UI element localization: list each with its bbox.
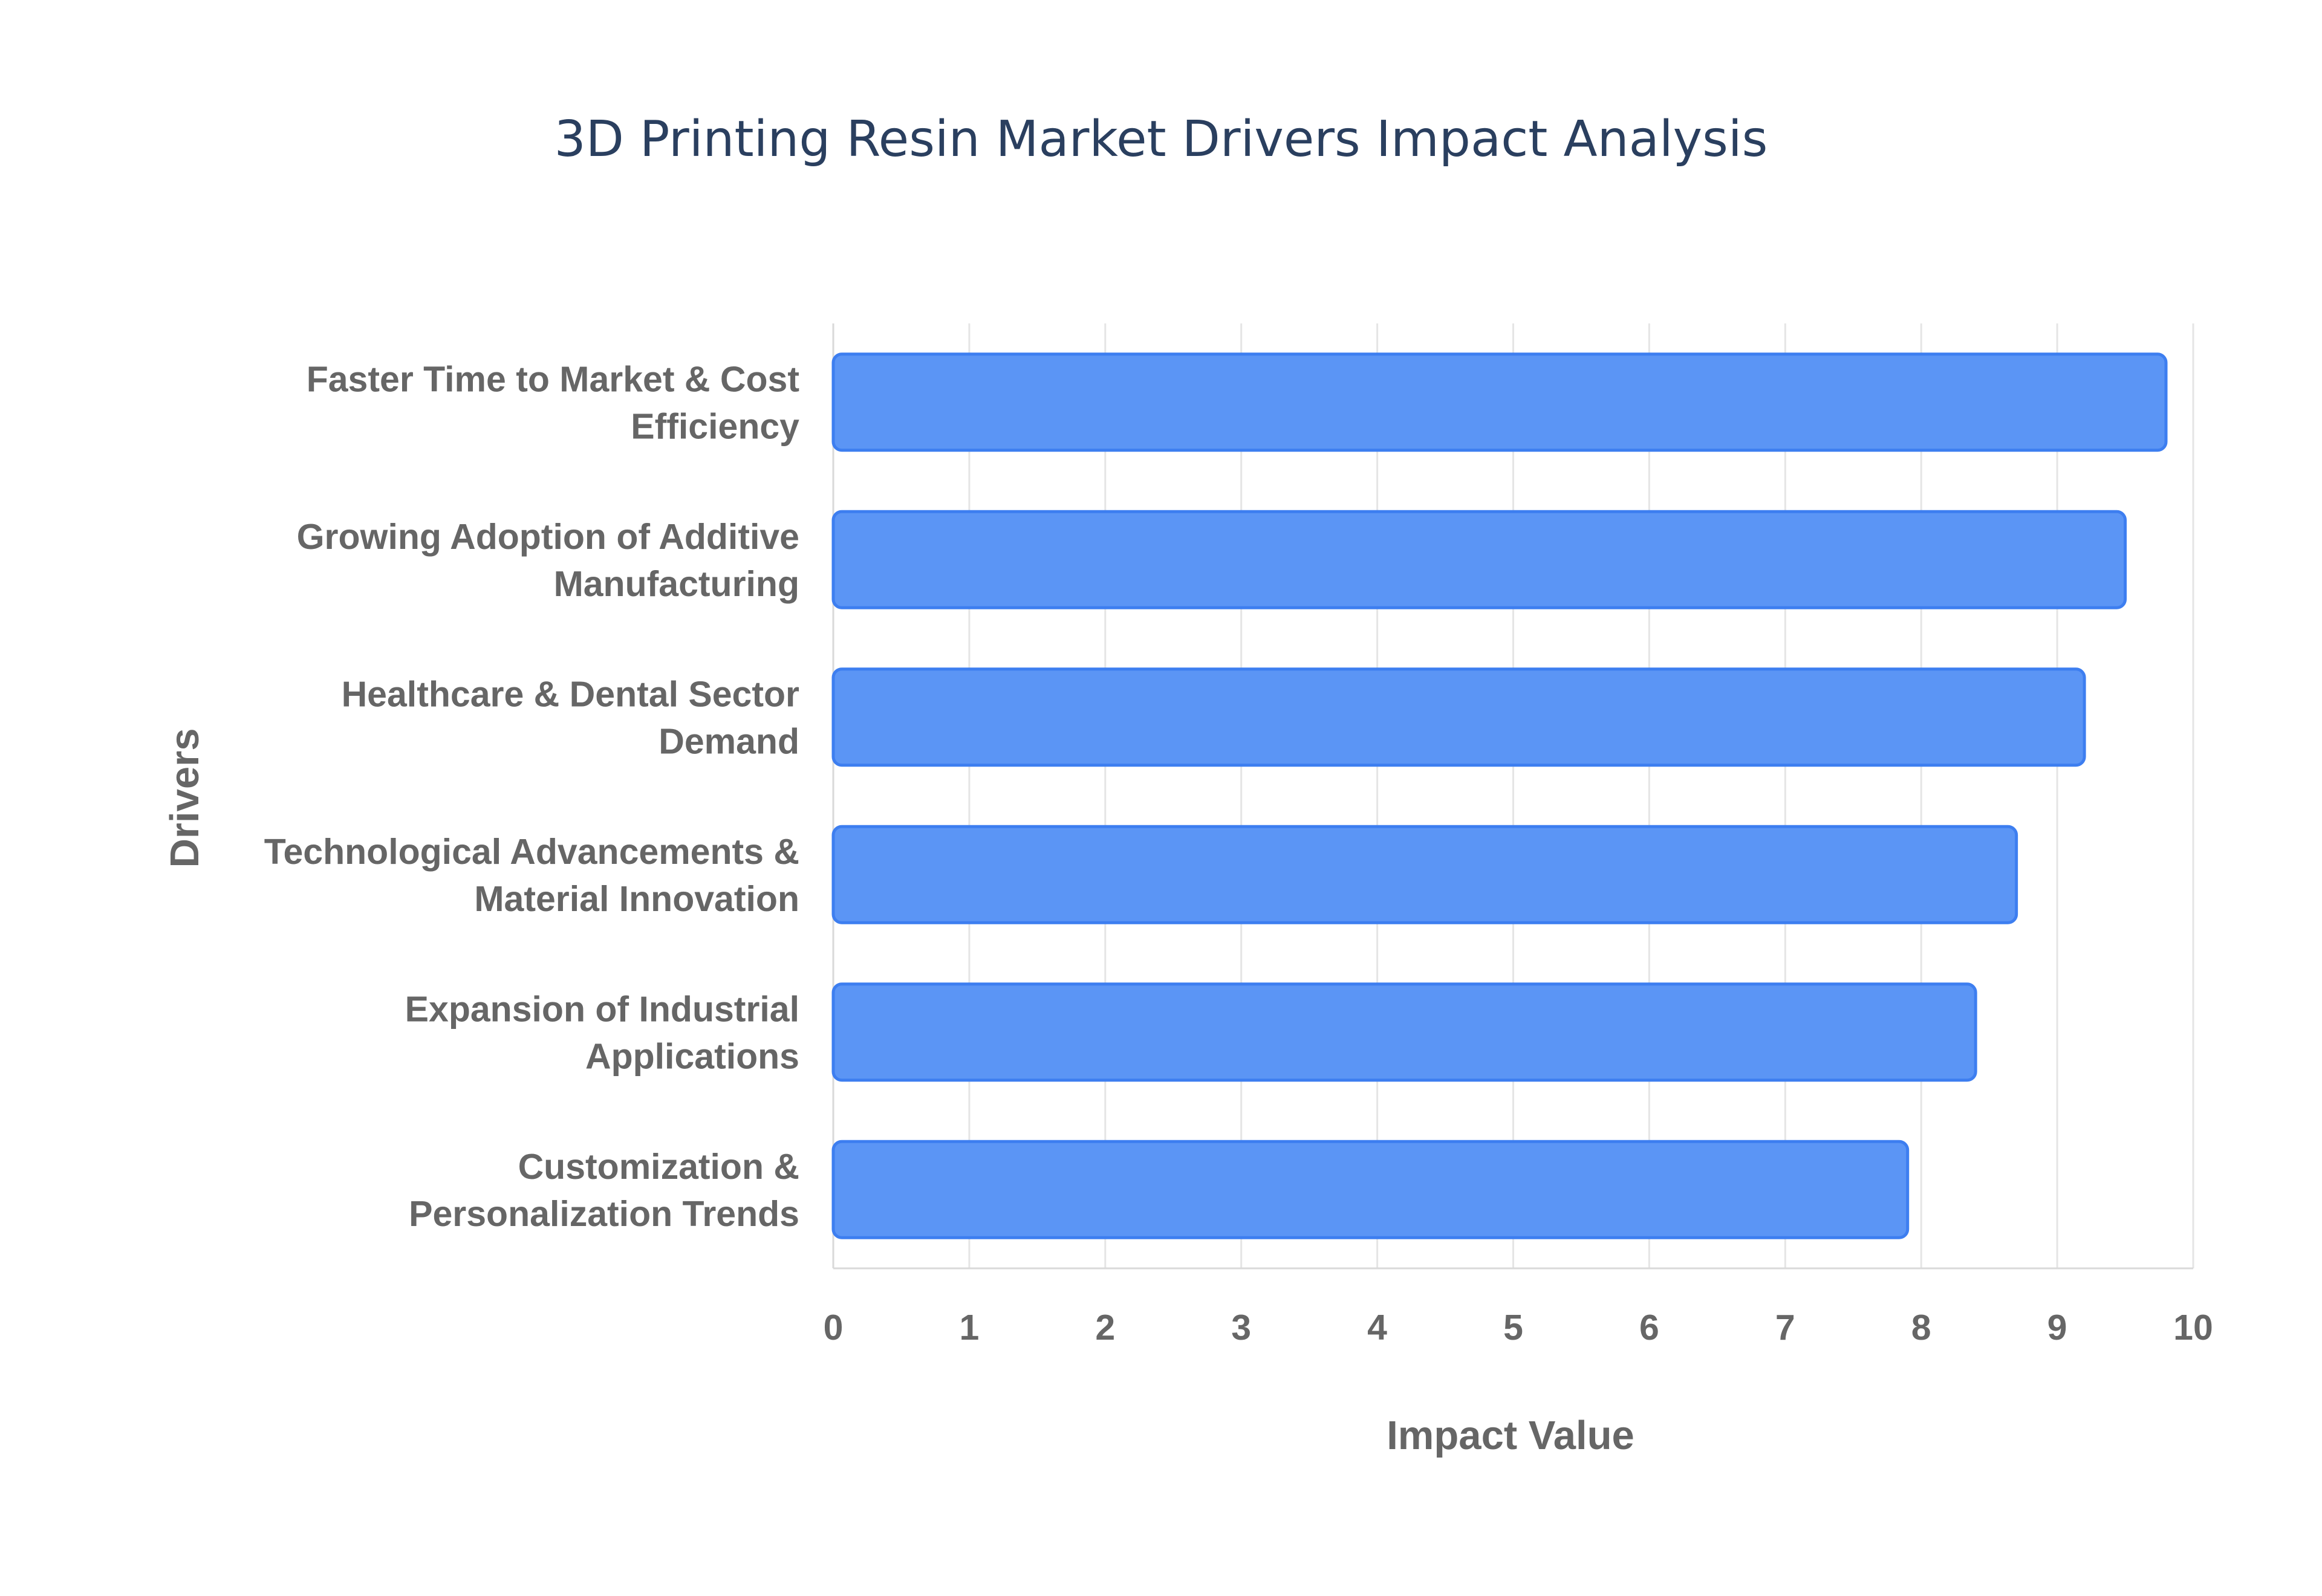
bars (831, 352, 2168, 1239)
category-label-line: Manufacturing (554, 564, 799, 604)
category-label-line: Personalization Trends (409, 1194, 799, 1234)
x-tick-label: 9 (2047, 1308, 2067, 1348)
x-tick-label: 2 (1095, 1308, 1115, 1348)
category-label-line: Material Innovation (474, 879, 799, 919)
x-tick-label: 5 (1503, 1308, 1523, 1348)
grid-lines (832, 323, 2194, 1270)
category-label-line: Expansion of Industrial (405, 989, 799, 1029)
category-label-line: Customization & (518, 1147, 799, 1187)
bar (831, 667, 2086, 767)
category-label-line: Growing Adoption of Additive (297, 517, 799, 557)
category-label: Technological Advancements & Material Inn… (264, 832, 799, 919)
category-labels: Faster Time to Market & Cost Efficiency Gr… (264, 359, 799, 1234)
x-tick-label: 3 (1231, 1308, 1251, 1348)
y-axis-title: Drivers (162, 728, 207, 868)
x-tick-label: 1 (959, 1308, 979, 1348)
category-label: Faster Time to Market & Cost Efficiency (307, 359, 799, 446)
category-label: Healthcare & Dental Sector Demand (342, 674, 799, 761)
bar (831, 825, 2018, 924)
category-label-line: Demand (659, 721, 799, 761)
category-label-line: Healthcare & Dental Sector (342, 674, 799, 714)
category-label: Expansion of Industrial Applications (405, 989, 799, 1076)
category-label-line: Applications (585, 1036, 799, 1076)
category-label: Customization & Personalization Trends (409, 1147, 799, 1234)
x-axis-title: Impact Value (1387, 1413, 1634, 1458)
x-tick-label: 10 (2173, 1308, 2213, 1348)
category-label-line: Technological Advancements & (264, 832, 799, 872)
category-label-line: Efficiency (631, 406, 799, 446)
x-tick-label: 4 (1367, 1308, 1387, 1348)
x-tick-labels: 0 1 2 3 4 5 6 7 8 9 10 (824, 1308, 2213, 1348)
bar (831, 510, 2127, 609)
bar (831, 352, 2168, 452)
x-tick-label: 0 (824, 1308, 844, 1348)
category-label: Growing Adoption of Additive Manufacturin… (297, 517, 799, 604)
bar (831, 982, 1977, 1082)
x-tick-label: 6 (1639, 1308, 1659, 1348)
bar (831, 1140, 1910, 1239)
category-label-line: Faster Time to Market & Cost (307, 359, 799, 399)
x-tick-label: 8 (1911, 1308, 1931, 1348)
x-tick-label: 7 (1775, 1308, 1795, 1348)
chart-title: 3D Printing Resin Market Drivers Impact … (554, 111, 1768, 168)
